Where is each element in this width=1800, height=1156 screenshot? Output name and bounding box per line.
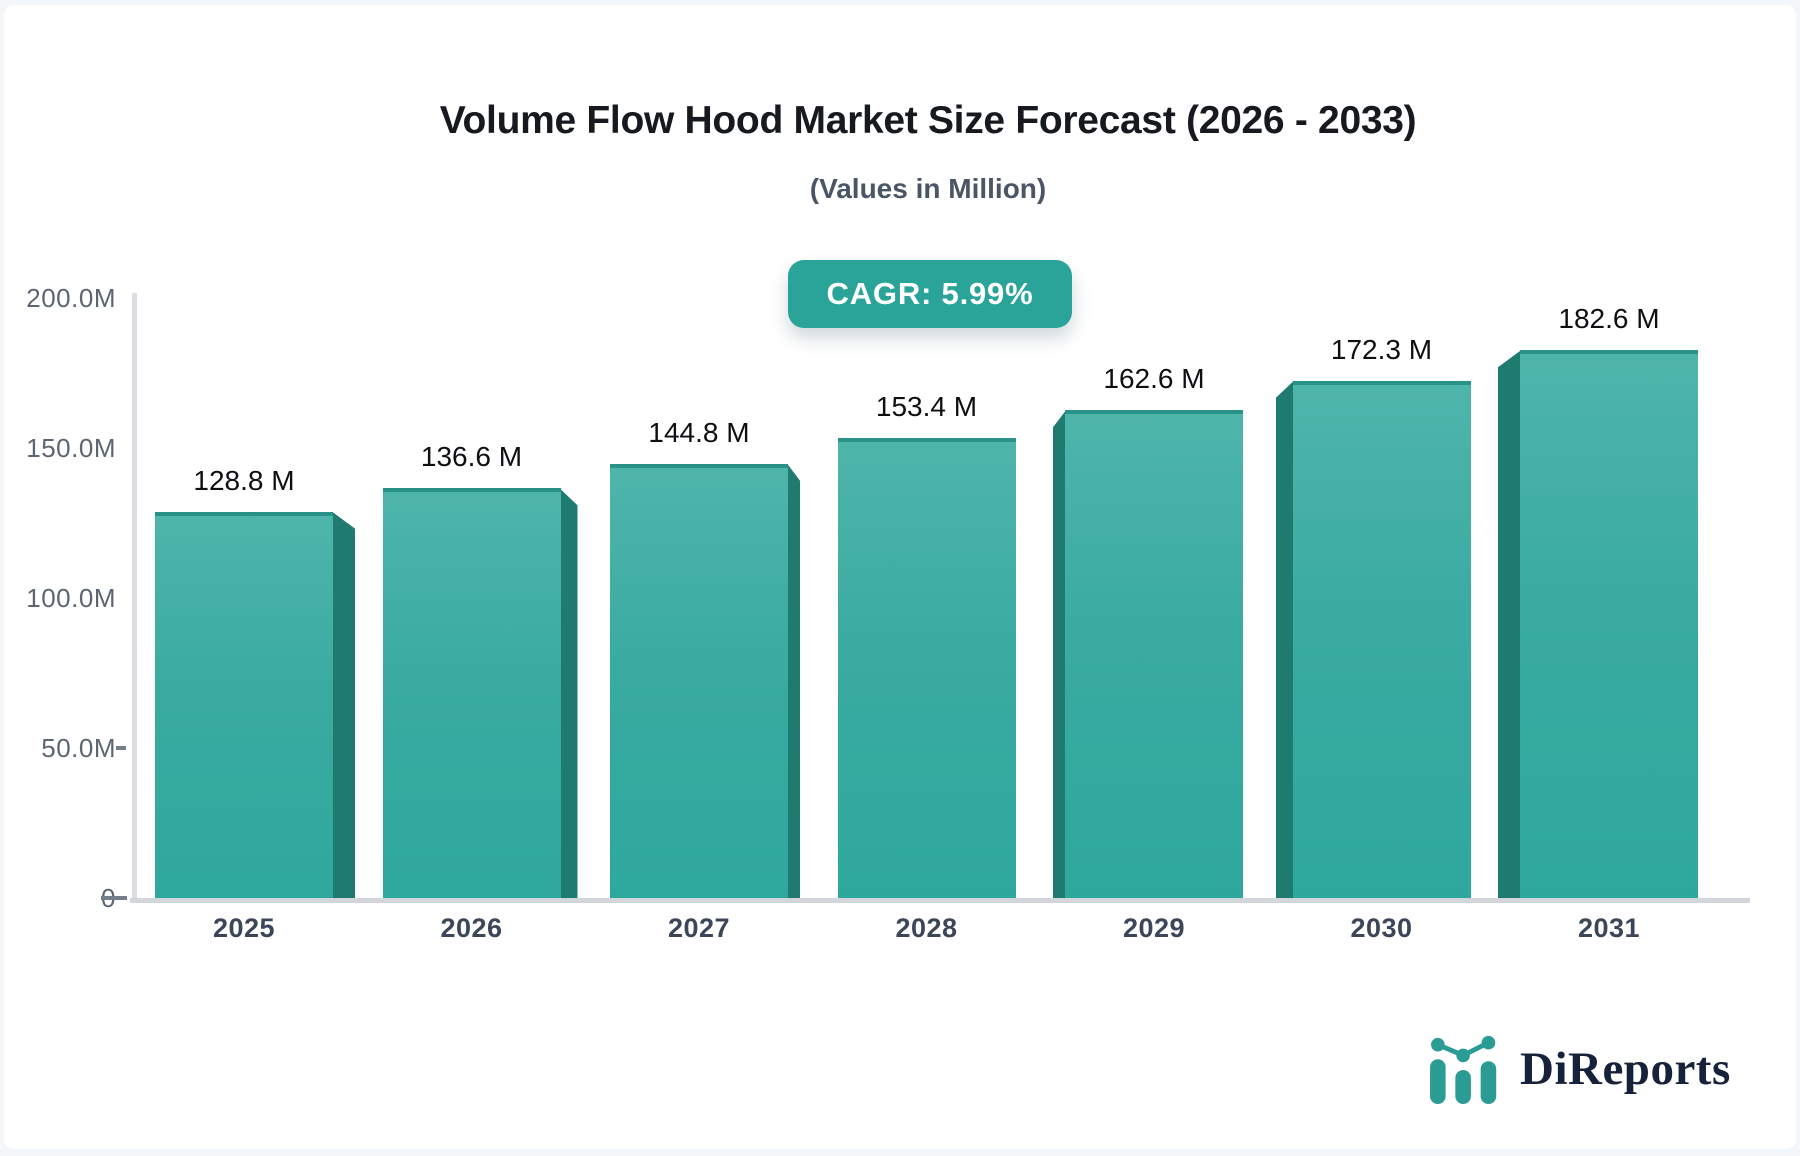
direports-logo: DiReports [1424, 1031, 1731, 1107]
x-axis-label: 2031 [1577, 913, 1641, 943]
chart-plot-area: Volume Flow Hood Market Size Forecast (2… [4, 5, 1796, 1149]
x-axis-label: 2027 [667, 913, 731, 943]
x-axis-label: 2025 [212, 913, 276, 943]
bar-3d-side-face [559, 488, 578, 900]
chart-title: Volume Flow Hood Market Size Forecast (2… [439, 99, 1417, 142]
bar-3d-side-face [1053, 410, 1066, 900]
bar-value-label: 162.6 M [1103, 363, 1205, 395]
y-axis-tick-mark [101, 896, 127, 900]
y-axis-label: 150.0M [26, 433, 116, 463]
chart-card: Volume Flow Hood Market Size Forecast (2… [4, 5, 1796, 1149]
bar-value-label: 136.6 M [420, 441, 523, 473]
bar-3d-side-face [1498, 350, 1521, 900]
chart-subtitle: (Values in Million) [809, 173, 1047, 204]
bar [1520, 350, 1698, 900]
bar [155, 511, 333, 900]
bar-value-label: 144.8 M [648, 416, 750, 448]
bar-3d-side-face [787, 463, 800, 900]
bar [382, 488, 561, 900]
x-axis-label: 2030 [1350, 913, 1413, 943]
bar-3d-side-face [1275, 381, 1294, 900]
x-axis-line [130, 898, 1750, 903]
y-axis-label: 100.0M [26, 583, 116, 613]
bar-3d-side-face [332, 511, 355, 900]
bar [837, 437, 1016, 900]
y-axis-tick-mark [116, 746, 126, 750]
y-axis-label: 200.0M [26, 283, 116, 313]
bar-value-label: 128.8 M [193, 464, 295, 496]
x-axis-label: 2026 [440, 913, 503, 943]
cagr-badge: CAGR: 5.99% [788, 260, 1072, 328]
y-axis-label: 0 [4, 883, 116, 917]
cagr-badge-label: CAGR: 5.99% [826, 276, 1034, 311]
logo-text: DiReports [1520, 1043, 1731, 1095]
logo-bar-chart-icon [1430, 1035, 1497, 1105]
bar-value-label: 153.4 M [875, 390, 978, 422]
bar-value-label: 172.3 M [1330, 334, 1433, 366]
y-axis-label: 50.0M [41, 733, 116, 763]
bar-value-label: 182.6 M [1558, 303, 1660, 335]
bar [610, 463, 788, 900]
y-axis-line [132, 293, 137, 898]
x-axis-label: 2028 [895, 913, 958, 943]
bar [1292, 381, 1471, 900]
bar [1065, 410, 1243, 900]
x-axis-label: 2029 [1122, 913, 1186, 943]
